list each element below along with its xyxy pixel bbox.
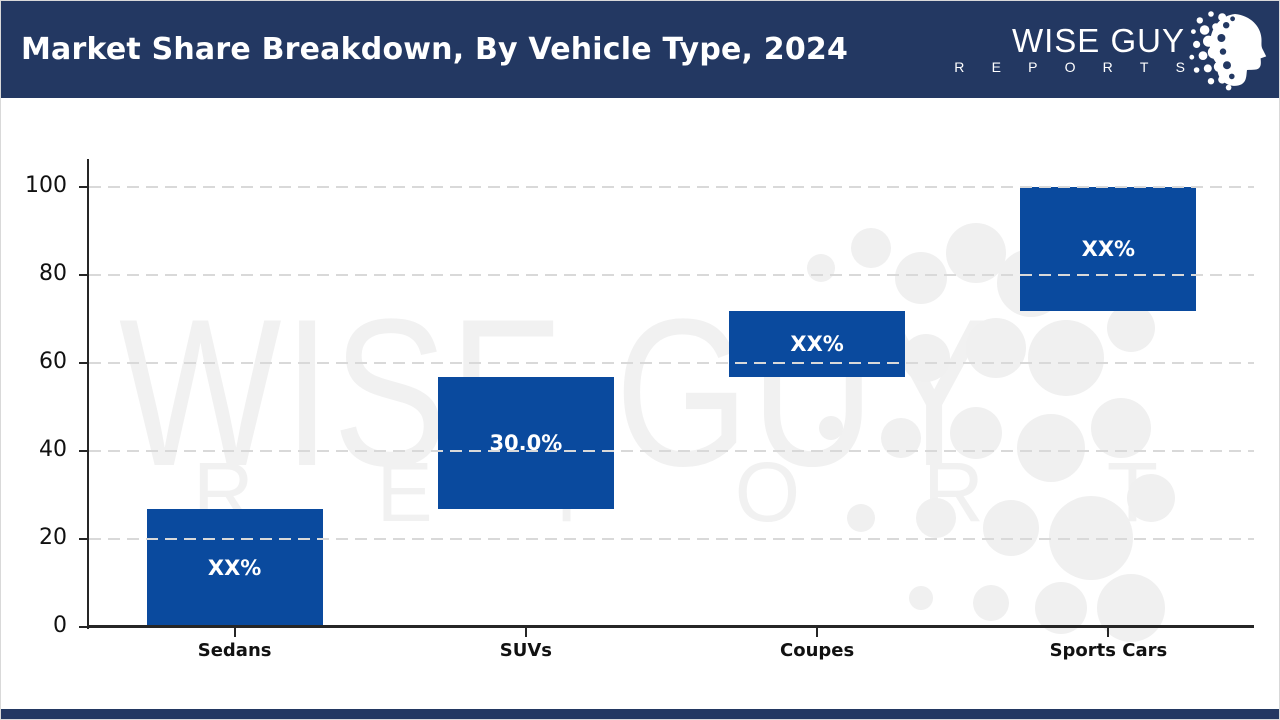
x-tick-mark	[524, 628, 527, 637]
page-title: Market Share Breakdown, By Vehicle Type,…	[21, 32, 849, 67]
y-tick-mark	[79, 625, 89, 628]
bar: XX%	[146, 508, 323, 627]
y-axis-spine	[87, 159, 89, 629]
gridline	[89, 186, 1254, 188]
x-axis-spine	[87, 625, 1254, 628]
x-category-label: Sedans	[197, 640, 272, 661]
y-tick-label: 20	[39, 524, 67, 550]
x-category-label: Sports Cars	[1049, 640, 1168, 661]
x-tick-mark	[816, 628, 819, 637]
gridline	[89, 537, 1254, 540]
bar-label: XX%	[1081, 236, 1136, 261]
header-bar: Market Share Breakdown, By Vehicle Type,…	[1, 1, 1279, 98]
footer-bar	[1, 709, 1279, 719]
y-tick-mark	[79, 537, 89, 540]
y-tick-label: 80	[39, 260, 67, 286]
bar: XX%	[729, 310, 906, 377]
y-tick-label: 100	[25, 173, 67, 198]
x-category-label: SUVs	[499, 640, 552, 661]
gridline	[89, 273, 1254, 276]
logo-wordmark: WISE GUY R E P O R T S	[954, 24, 1185, 75]
bar-label: XX%	[790, 331, 844, 356]
y-tick-mark	[79, 186, 89, 188]
bar: 30.0%	[437, 376, 614, 509]
x-category-label: Coupes	[780, 640, 855, 661]
x-tick-mark	[1107, 628, 1110, 637]
y-tick-label: 0	[53, 612, 67, 638]
bar: XX%	[1020, 187, 1197, 311]
logo-brand-subtitle: R E P O R T S	[954, 58, 1198, 75]
chart-area: WISE GUY R E P O R T S 0 20 40 60 80 100 XX% Se…	[1, 98, 1279, 711]
logo-brand-name: WISE GUY	[1011, 22, 1185, 60]
y-tick-label: 60	[39, 348, 67, 374]
logo-head-icon	[1189, 10, 1267, 90]
y-tick-label: 40	[39, 436, 67, 462]
y-tick-mark	[79, 361, 89, 364]
x-tick-mark	[233, 628, 236, 637]
y-tick-mark	[79, 273, 89, 276]
gridline	[89, 449, 1254, 452]
gridline	[89, 361, 1254, 364]
y-tick-mark	[79, 449, 89, 452]
bar-label: XX%	[207, 555, 262, 580]
brand-logo: WISE GUY R E P O R T S	[954, 7, 1267, 93]
